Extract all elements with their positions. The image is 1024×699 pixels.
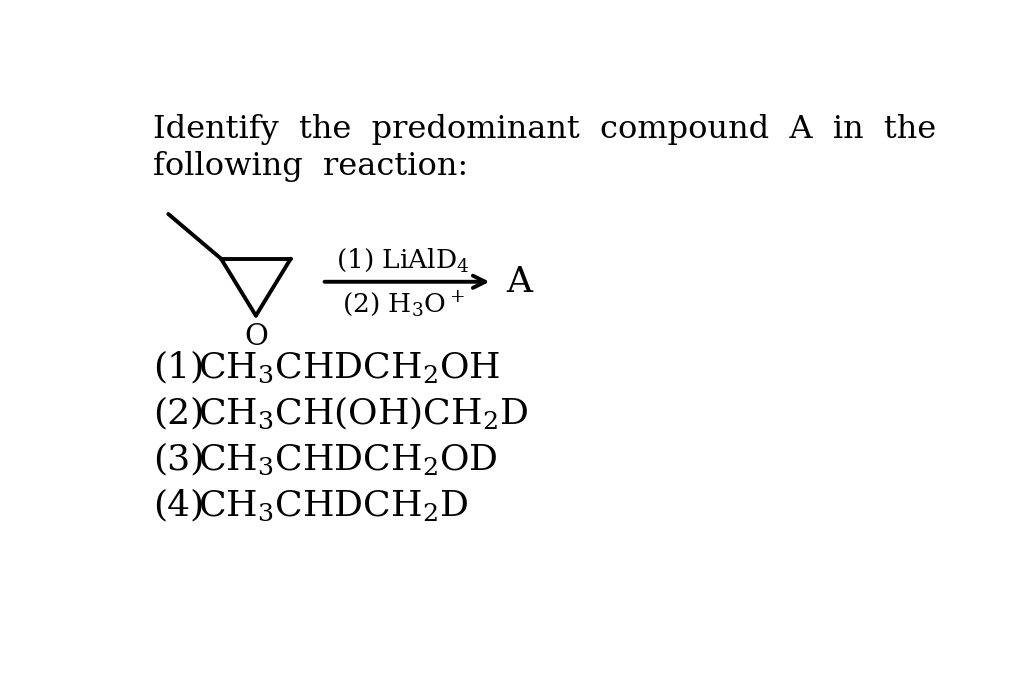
- Text: (1): (1): [153, 350, 204, 384]
- Text: (2): (2): [153, 396, 204, 431]
- Text: $\mathregular{CH_3CHDCH_2OH}$: $\mathregular{CH_3CHDCH_2OH}$: [198, 350, 500, 384]
- Text: (4): (4): [153, 489, 204, 523]
- Text: following  reaction:: following reaction:: [153, 151, 468, 182]
- Text: $\mathregular{(1)\ LiAlD_4}$: $\mathregular{(1)\ LiAlD_4}$: [336, 247, 470, 274]
- Text: O: O: [244, 324, 268, 352]
- Text: $\mathregular{CH_3CHDCH_2OD}$: $\mathregular{CH_3CHDCH_2OD}$: [198, 442, 498, 477]
- Text: Identify  the  predominant  compound  A  in  the: Identify the predominant compound A in t…: [153, 114, 936, 145]
- Text: $\mathregular{(2)\ H_3O^+}$: $\mathregular{(2)\ H_3O^+}$: [342, 289, 465, 319]
- Text: $\mathregular{CH_3CH(OH)CH_2D}$: $\mathregular{CH_3CH(OH)CH_2D}$: [198, 394, 528, 431]
- Text: $\mathregular{CH_3CHDCH_2D}$: $\mathregular{CH_3CHDCH_2D}$: [198, 489, 468, 524]
- Text: A: A: [506, 265, 532, 298]
- Text: (3): (3): [153, 442, 204, 477]
